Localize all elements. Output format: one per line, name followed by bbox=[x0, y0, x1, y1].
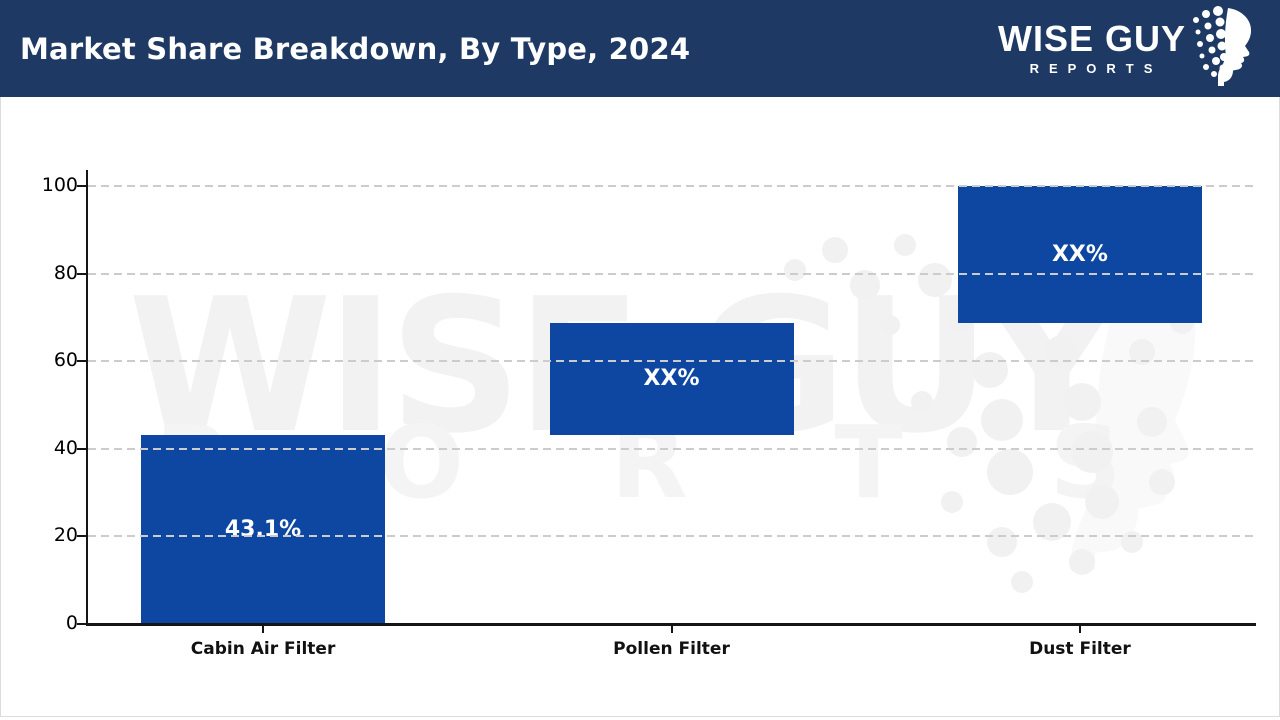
x-tick-2 bbox=[1078, 624, 1081, 633]
gridline-y60 bbox=[88, 360, 1255, 363]
bar-value-label: XX% bbox=[643, 366, 700, 392]
y-tick-40 bbox=[77, 447, 86, 450]
bar-value-label: XX% bbox=[1051, 241, 1108, 267]
bar-value-label: 43.1% bbox=[224, 517, 302, 543]
logo-text: WISE GUY REPORTS bbox=[997, 18, 1186, 77]
y-tick-label-40: 40 bbox=[53, 436, 78, 459]
bar-cabin-air-filter: 43.1% bbox=[141, 435, 386, 624]
chart-title: Market Share Breakdown, By Type, 2024 bbox=[20, 31, 691, 66]
x-tick-1 bbox=[670, 624, 673, 633]
category-label-1: Pollen Filter bbox=[613, 639, 730, 659]
y-tick-100 bbox=[77, 185, 86, 187]
logo-subtitle: REPORTS bbox=[1029, 61, 1163, 76]
bar-dust-filter: XX% bbox=[957, 186, 1202, 323]
wise-guy-reports-logo: WISE GUY REPORTS bbox=[997, 5, 1256, 92]
y-tick-label-100: 100 bbox=[41, 174, 78, 196]
bar-pollen-filter: XX% bbox=[549, 322, 794, 436]
y-tick-60 bbox=[77, 360, 86, 363]
dotted-face-icon bbox=[1190, 5, 1256, 92]
header: Market Share Breakdown, By Type, 2024 WI… bbox=[0, 0, 1280, 97]
y-tick-0 bbox=[77, 623, 86, 625]
y-tick-label-80: 80 bbox=[53, 261, 78, 284]
y-tick-80 bbox=[77, 272, 86, 275]
x-tick-0 bbox=[262, 624, 265, 633]
y-axis-line bbox=[86, 170, 88, 626]
y-tick-label-60: 60 bbox=[53, 349, 78, 372]
category-label-2: Dust Filter bbox=[1029, 639, 1131, 659]
gridline-y100 bbox=[88, 185, 1255, 187]
category-label-0: Cabin Air Filter bbox=[190, 639, 336, 659]
logo-wordmark: WISE GUY bbox=[997, 18, 1186, 59]
plot-area: 43.1% Cabin Air Filter XX% Pollen Filter XX%… bbox=[77, 170, 1256, 670]
y-tick-label-0: 0 bbox=[65, 612, 78, 634]
y-tick-label-20: 20 bbox=[53, 524, 78, 547]
gridline-y80 bbox=[88, 272, 1255, 275]
gridline-y40 bbox=[88, 447, 1255, 450]
gridline-y20 bbox=[88, 535, 1255, 538]
y-tick-20 bbox=[77, 535, 86, 538]
